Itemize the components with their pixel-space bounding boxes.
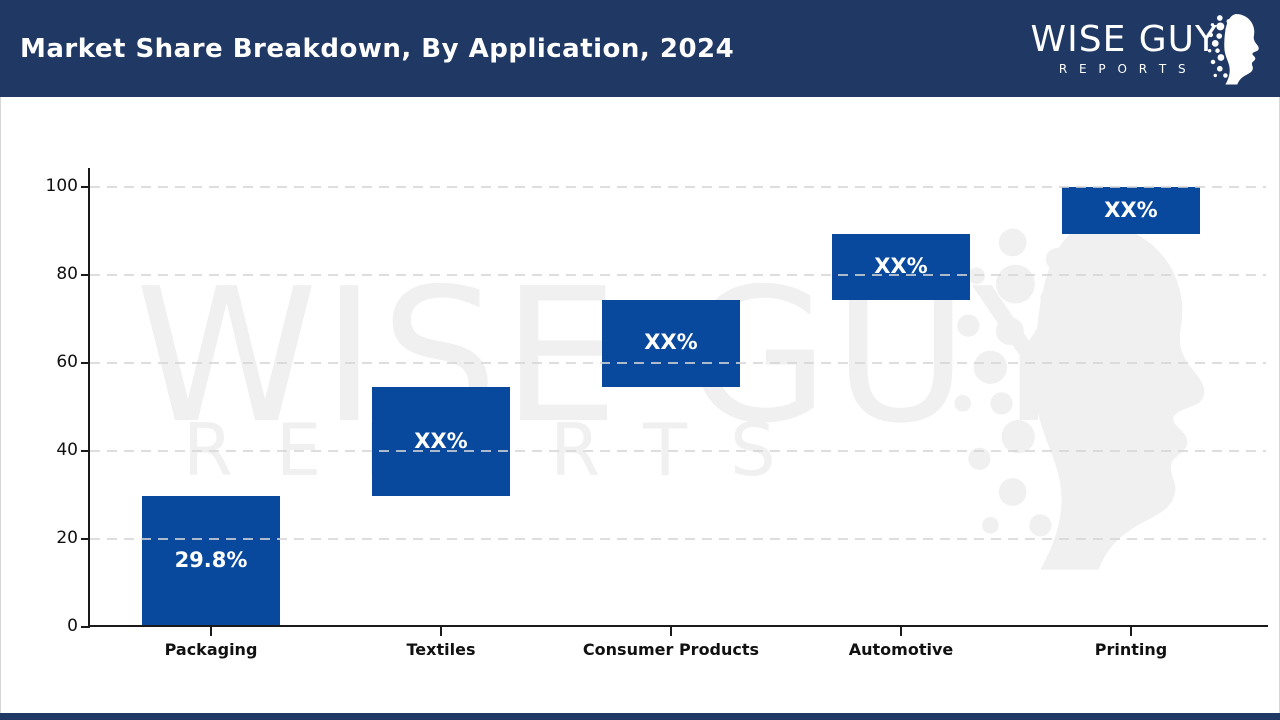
gridline	[90, 274, 1266, 276]
x-axis-category-label: Textiles	[406, 640, 476, 659]
y-tick-mark	[81, 186, 89, 188]
y-tick-mark	[81, 626, 89, 628]
bar-textiles	[372, 387, 510, 496]
y-tick-label: 0	[67, 616, 78, 636]
y-tick-mark	[81, 362, 89, 364]
bar-automotive	[832, 234, 970, 300]
bar-value-label: XX%	[644, 330, 698, 355]
bar-value-label: XX%	[874, 253, 928, 278]
gridline	[90, 538, 1266, 540]
x-tick-mark	[210, 627, 212, 636]
y-tick-label: 20	[56, 528, 78, 548]
x-axis-category-label: Printing	[1094, 640, 1168, 659]
y-tick-label: 40	[56, 440, 78, 460]
bar-printing	[1062, 187, 1200, 235]
x-tick-mark	[670, 627, 672, 636]
bar-value-label: XX%	[1104, 197, 1158, 222]
logo-subtext: R E P O R T S	[1058, 61, 1190, 76]
gridline	[90, 450, 1266, 452]
x-tick-mark	[440, 627, 442, 636]
gridline	[90, 186, 1266, 188]
logo-face-icon	[1207, 13, 1259, 85]
watermark-face-icon	[954, 223, 1205, 570]
x-axis-category-label: Consumer Products	[582, 640, 760, 659]
x-axis-category-label: Packaging	[164, 640, 258, 659]
x-axis-line	[88, 625, 1268, 627]
bar-value-label: 29.8%	[174, 548, 248, 573]
y-axis-line	[88, 168, 90, 628]
y-tick-label: 60	[56, 352, 78, 372]
footer-bar	[0, 713, 1280, 720]
x-tick-mark	[900, 627, 902, 636]
logo-wordmark: WISE GUY	[1030, 18, 1218, 60]
wise-guy-logo: WISE GUY R E P O R T S	[1031, 11, 1267, 87]
bar-value-label: XX%	[414, 428, 468, 453]
bar-packaging	[142, 495, 280, 627]
chart-title: Market Share Breakdown, By Application, …	[20, 33, 735, 64]
gridline	[90, 362, 1266, 364]
bar-consumer-products	[602, 299, 740, 388]
y-tick-mark	[81, 274, 89, 276]
logo-text: WISE GUY R E P O R T S	[1030, 18, 1219, 76]
y-tick-label: 80	[56, 264, 78, 284]
y-tick-mark	[81, 450, 89, 452]
x-axis-category-label: Automotive	[848, 640, 954, 659]
y-tick-mark	[81, 538, 89, 540]
y-tick-label: 100	[45, 176, 78, 196]
x-tick-mark	[1130, 627, 1132, 636]
header-bar: Market Share Breakdown, By Application, …	[0, 0, 1280, 97]
